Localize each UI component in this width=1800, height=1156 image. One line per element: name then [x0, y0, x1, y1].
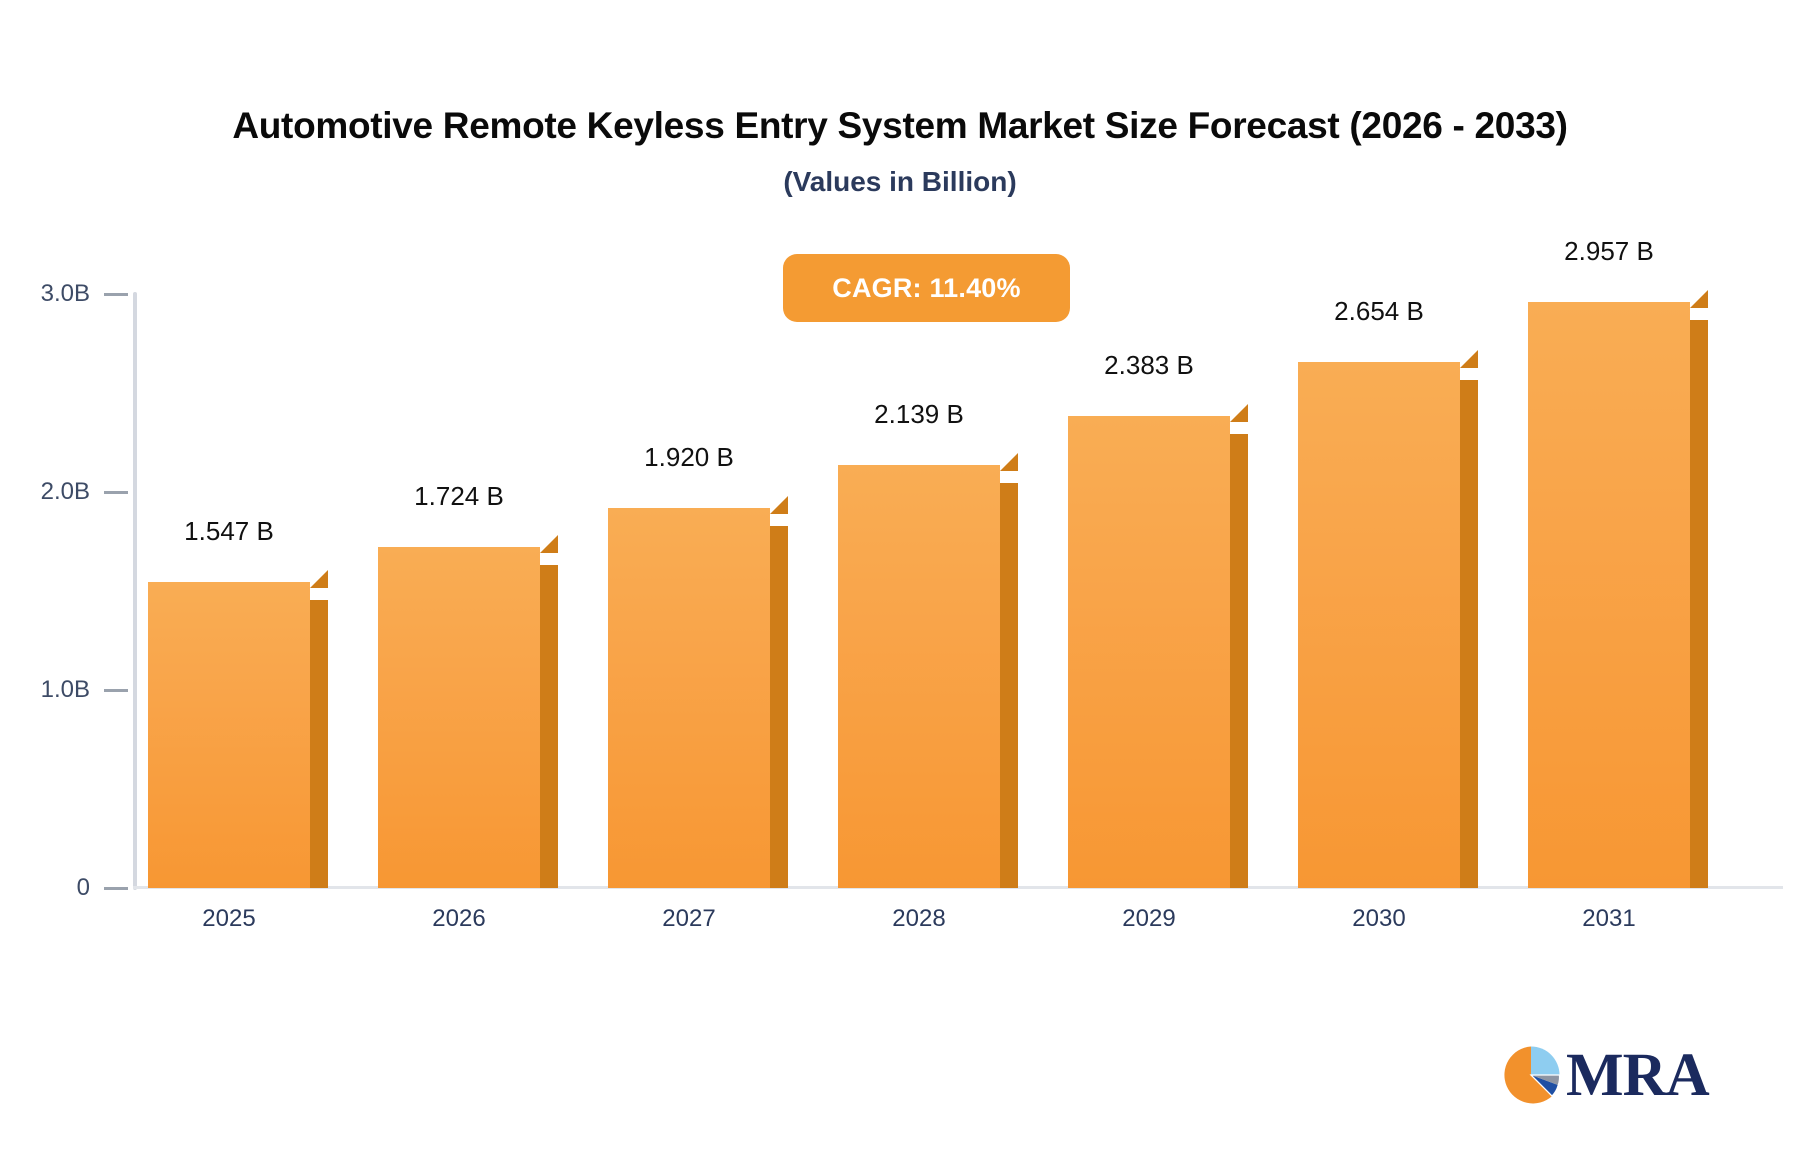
bar-2025[interactable]: 1.547 B — [148, 276, 328, 888]
bar-side-face — [540, 565, 558, 888]
x-tick-label-2028: 2028 — [892, 905, 946, 932]
x-tick-label-2029: 2029 — [1122, 905, 1176, 932]
y-axis-line — [133, 292, 137, 890]
cagr-badge: CAGR: 11.40% — [783, 254, 1070, 322]
y-tick-label-1: 1.0B — [40, 676, 90, 703]
bar-2029[interactable]: 2.383 B — [1068, 276, 1248, 888]
bar-side-face — [770, 526, 788, 888]
x-tick-label-2030: 2030 — [1352, 905, 1406, 932]
page-title: Automotive Remote Keyless Entry System M… — [232, 105, 1568, 146]
bar-value-label: 1.920 B — [644, 442, 734, 472]
bar-front-face — [1528, 302, 1690, 888]
bar-value-label: 2.957 B — [1564, 236, 1654, 266]
x-tick-label-2027: 2027 — [662, 905, 716, 932]
y-tick-mark — [104, 689, 128, 692]
x-tick-label-2025: 2025 — [202, 905, 256, 932]
bar-value-label: 1.547 B — [184, 516, 274, 546]
y-tick-label-2: 2.0B — [40, 478, 90, 505]
bar-top-face — [310, 570, 328, 588]
bar-front-face — [1068, 416, 1230, 888]
logo-text: MRA — [1566, 1041, 1710, 1109]
bar-side-face — [1000, 483, 1018, 888]
bar-top-face — [770, 496, 788, 514]
bar-2030[interactable]: 2.654 B — [1298, 276, 1478, 888]
bar-side-face — [1690, 320, 1708, 888]
bar-2031[interactable]: 2.957 B — [1528, 236, 1708, 888]
bar-2028[interactable]: 2.139 B — [838, 276, 1018, 888]
bar-front-face — [1298, 362, 1460, 888]
chart-subtitle: (Values in Billion) — [783, 165, 1017, 197]
x-tick-label-2031: 2031 — [1582, 905, 1636, 932]
bar-side-face — [1230, 434, 1248, 888]
bar-top-face — [1000, 453, 1018, 471]
bar-value-label: 1.724 B — [414, 481, 504, 511]
bar-side-face — [310, 600, 328, 888]
y-tick-label-0: 0 — [76, 874, 90, 901]
bar-top-face — [1690, 290, 1708, 308]
bar-value-label: 2.654 B — [1334, 296, 1424, 326]
bar-2027[interactable]: 1.920 B — [608, 276, 788, 888]
y-tick-mark — [104, 293, 128, 296]
bar-2026[interactable]: 1.724 B — [378, 276, 558, 888]
x-tick-label-2026: 2026 — [432, 905, 486, 932]
bar-value-label: 2.139 B — [874, 399, 964, 429]
y-tick-label-3: 3.0B — [40, 280, 90, 307]
pie-chart-icon — [1504, 1046, 1561, 1104]
bar-value-label: 2.383 B — [1104, 350, 1194, 380]
brand-logo: MRA — [1500, 1035, 1710, 1115]
bar-top-face — [1460, 350, 1478, 368]
y-tick-mark — [104, 887, 128, 890]
bar-side-face — [1460, 380, 1478, 888]
y-tick-mark — [104, 491, 128, 494]
bar-top-face — [540, 535, 558, 553]
bar-front-face — [378, 547, 540, 888]
chart-header: Automotive Remote Keyless Entry System M… — [0, 104, 1800, 198]
bar-front-face — [148, 582, 310, 888]
bar-front-face — [838, 465, 1000, 888]
bar-front-face — [608, 508, 770, 888]
bar-top-face — [1230, 404, 1248, 422]
